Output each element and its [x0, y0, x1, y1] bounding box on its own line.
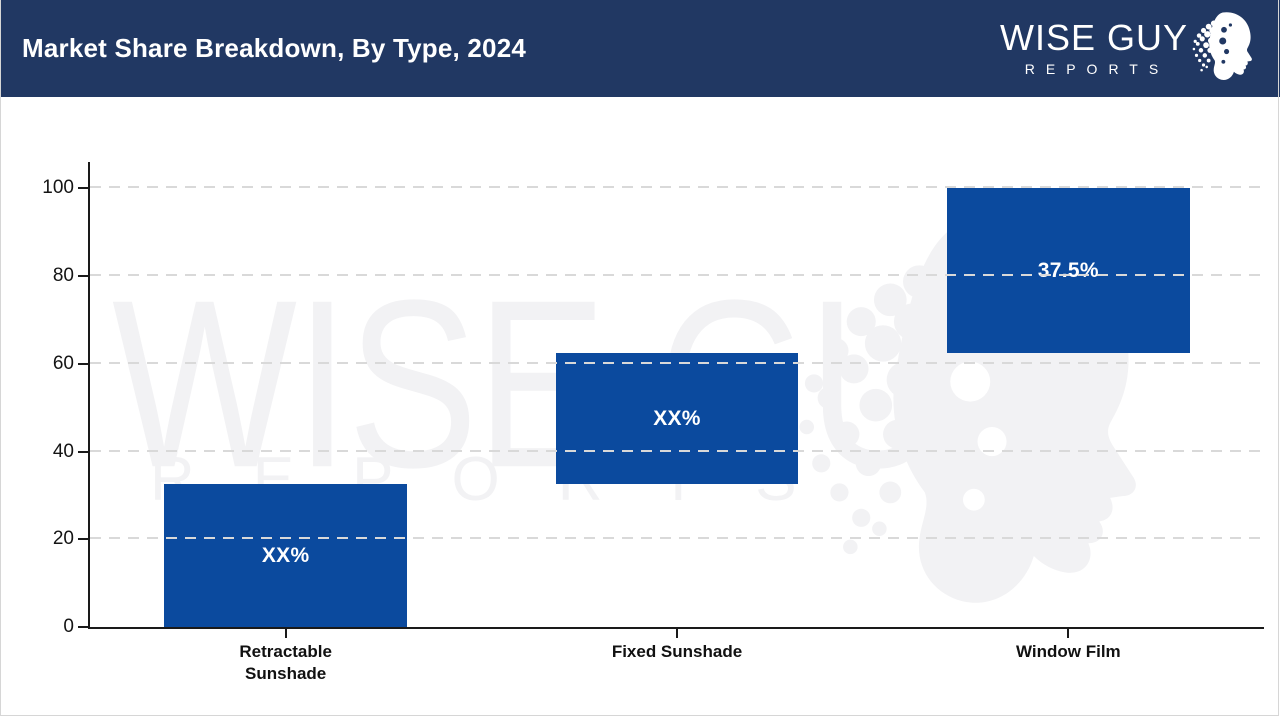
x-tick-mark	[284, 629, 287, 638]
bar-window-film: 37.5%	[947, 188, 1190, 353]
x-axis-label-line: Retractable	[239, 642, 332, 661]
bar-value-label: 37.5%	[1037, 258, 1099, 282]
x-axis-label-line: Sunshade	[245, 664, 327, 684]
bar-value-label: XX%	[261, 543, 310, 567]
y-tick-label: 60	[52, 352, 74, 374]
logo-wordmark: WISE GUY	[999, 17, 1188, 58]
logo-text: WISE GUY REPORTS	[999, 17, 1188, 78]
y-tick-mark	[78, 626, 88, 628]
y-tick-label: 40	[52, 440, 74, 462]
y-tick-mark	[78, 187, 88, 190]
y-tick-label: 80	[52, 265, 74, 287]
y-tick-label: 20	[52, 528, 74, 550]
x-axis-label-retractable-sunshade: Retractable Sunshade	[239, 641, 332, 685]
x-axis-label-line: Fixed Sunshade	[611, 642, 743, 661]
y-tick-mark	[78, 362, 88, 365]
x-axis-label-window-film: Window Film	[1016, 641, 1121, 663]
plot-area: 0 20 40 60 80 100 XX% Retractable Sunshade XX% Fix…	[42, 162, 1264, 683]
chart-title: Market Share Breakdown, By Type, 2024	[22, 33, 527, 63]
wiseguy-logo: WISE GUY REPORTS	[1000, 9, 1256, 89]
y-tick-label: 0	[63, 616, 74, 637]
y-tick-label: 100	[42, 177, 74, 199]
bar-fixed-sunshade: XX%	[555, 352, 799, 485]
logo-face-icon	[1192, 11, 1252, 80]
x-tick-mark	[1067, 629, 1070, 638]
header-bar: Market Share Breakdown, By Type, 2024 WI…	[0, 0, 1280, 97]
y-tick-mark	[78, 538, 88, 541]
x-tick-mark	[676, 629, 678, 638]
x-axis-label-line: Window Film	[1015, 642, 1121, 661]
y-tick-mark	[78, 450, 88, 453]
bar-retractable-sunshade: XX%	[164, 484, 407, 627]
y-tick-mark	[78, 275, 88, 278]
bar-value-label: XX%	[653, 406, 701, 430]
x-axis-label-fixed-sunshade: Fixed Sunshade	[612, 641, 742, 663]
logo-subtitle: REPORTS	[1024, 61, 1170, 77]
